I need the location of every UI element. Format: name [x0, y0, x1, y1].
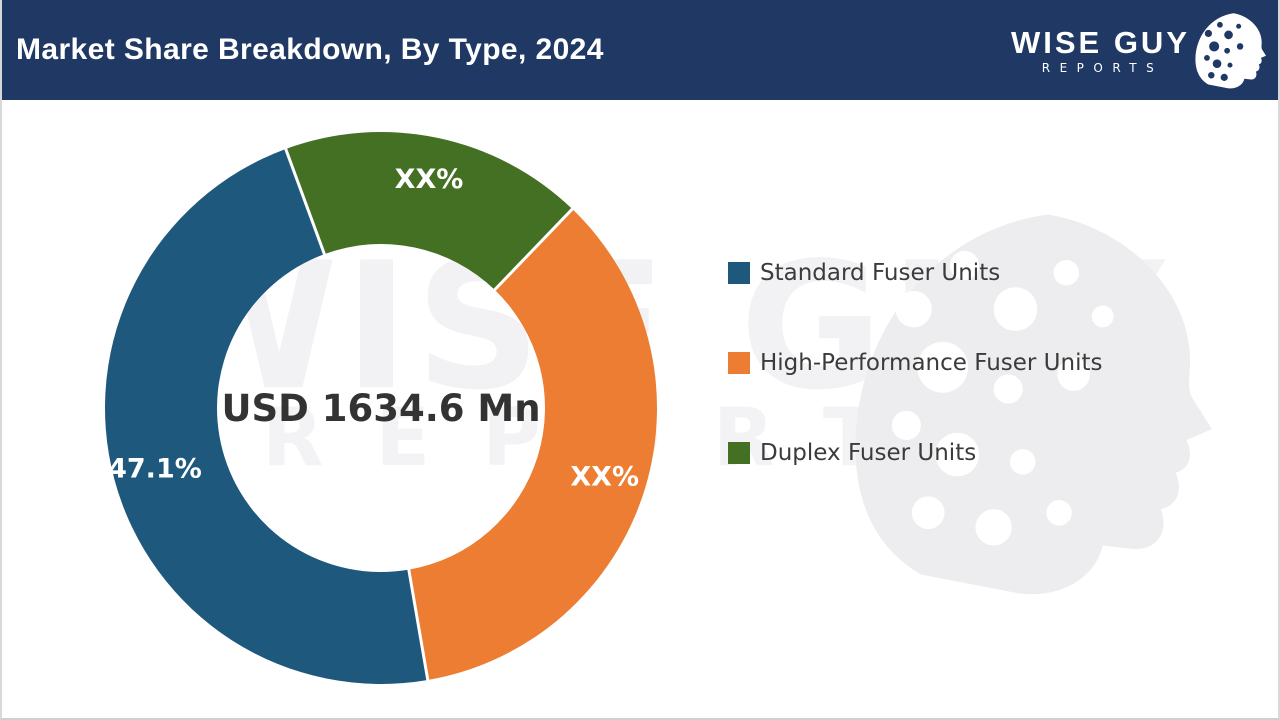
page-title: Market Share Breakdown, By Type, 2024	[16, 33, 604, 66]
logo-wordmark: WISE GUY	[1010, 24, 1190, 60]
legend-item-standard-fuser-units: Standard Fuser Units	[728, 260, 1102, 286]
pie-segment-label-0: 47.1%	[108, 453, 202, 484]
pie-segment-label-2: XX%	[395, 164, 464, 195]
face-watermark-icon	[855, 214, 1212, 595]
logo-subtitle: REPORTS	[1041, 60, 1164, 75]
legend-label: High-Performance Fuser Units	[760, 350, 1103, 376]
legend-label: Standard Fuser Units	[760, 260, 1001, 286]
logo-face-icon	[1195, 13, 1266, 89]
legend-swatch-green	[728, 442, 750, 464]
chart-legend: Standard Fuser Units High-Performance Fu…	[728, 260, 1102, 530]
header-bar: Market Share Breakdown, By Type, 2024 WI…	[0, 0, 1280, 100]
legend-item-duplex-fuser-units: Duplex Fuser Units	[728, 440, 1102, 466]
segment-separator	[407, 568, 430, 682]
legend-label: Duplex Fuser Units	[760, 440, 977, 466]
wise-guy-reports-logo: WISE GUY REPORTS	[1011, 10, 1266, 90]
legend-swatch-orange	[728, 352, 750, 374]
legend-swatch-blue	[728, 262, 750, 284]
legend-item-high-performance-fuser-units: High-Performance Fuser Units	[728, 350, 1102, 376]
